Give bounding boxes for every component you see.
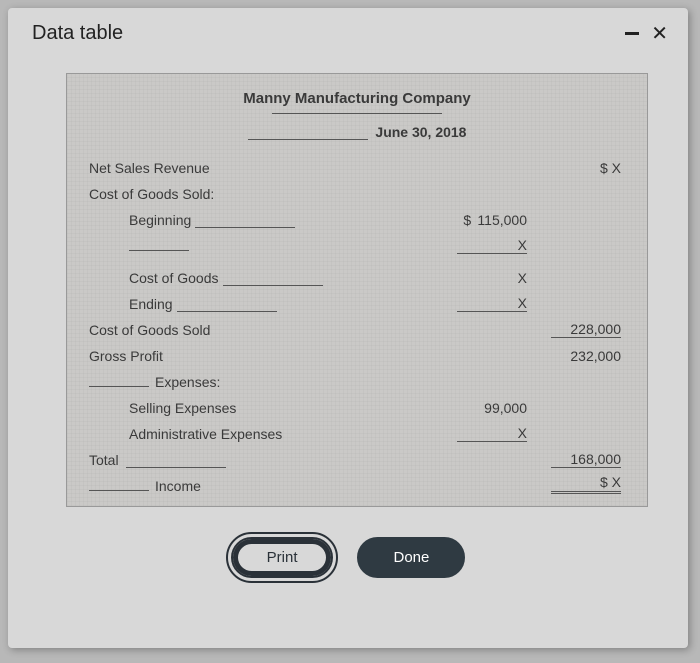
row-cogs-total: Cost of Goods Sold 228,000 [89, 312, 625, 338]
row-selling: Selling Expenses 99,000 [89, 390, 625, 416]
value-x: X [518, 270, 527, 286]
blank-field[interactable] [89, 490, 149, 491]
label-cost-goods: Cost of Goods [129, 270, 219, 286]
row-total: Total 168,000 [89, 442, 625, 468]
row-blank1: X [89, 228, 625, 254]
blank-field[interactable] [248, 139, 368, 140]
label-net-sales: Net Sales Revenue [89, 160, 435, 176]
dialog-window: Data table ✕ Manny Manufacturing Company… [8, 8, 688, 648]
row-expenses: Expenses: [89, 364, 625, 390]
label-beginning: Beginning [129, 212, 191, 228]
row-ending: Ending X [89, 286, 625, 312]
titlebar: Data table ✕ [8, 8, 688, 55]
date-line: June 30, 2018 [89, 124, 625, 140]
value-gross-profit: 232,000 [570, 348, 621, 364]
value-income: $ X [551, 474, 621, 494]
value-x: X [457, 425, 527, 442]
label-income: Income [155, 478, 201, 494]
window-controls: ✕ [625, 24, 668, 44]
done-button[interactable]: Done [357, 537, 465, 578]
value-total: 168,000 [551, 451, 621, 468]
blank-field[interactable] [89, 386, 149, 387]
label-selling: Selling Expenses [89, 400, 435, 416]
value-x: X [457, 295, 527, 312]
label-admin: Administrative Expenses [89, 426, 435, 442]
label-cogs-total: Cost of Goods Sold [89, 322, 435, 338]
value-cogs-total: 228,000 [551, 321, 621, 338]
statement-date: June 30, 2018 [375, 124, 466, 140]
value-beginning: 115,000 [477, 212, 527, 228]
income-statement: Manny Manufacturing Company June 30, 201… [66, 73, 648, 507]
row-cost-goods: Cost of Goods X [89, 260, 625, 286]
row-cogs-header: Cost of Goods Sold: [89, 176, 625, 202]
minimize-icon[interactable] [625, 32, 639, 35]
label-ending: Ending [129, 296, 173, 312]
row-beginning: Beginning $115,000 [89, 202, 625, 228]
print-button[interactable]: Print [231, 537, 334, 578]
label-total: Total [89, 452, 119, 468]
value-net-sales: $ X [535, 160, 625, 176]
label-gross-profit: Gross Profit [89, 348, 435, 364]
value-selling: 99,000 [484, 400, 527, 416]
blank-field[interactable] [129, 250, 189, 251]
company-name: Manny Manufacturing Company [89, 90, 625, 107]
row-admin: Administrative Expenses X [89, 416, 625, 442]
row-gross-profit: Gross Profit 232,000 [89, 338, 625, 364]
value-x: X [457, 237, 527, 254]
label-expenses: Expenses: [155, 374, 220, 390]
row-income: Income $ X [89, 468, 625, 494]
window-title: Data table [32, 22, 123, 45]
button-row: Print Done [8, 537, 688, 578]
row-net-sales: Net Sales Revenue $ X [89, 150, 625, 176]
label-cogs-header: Cost of Goods Sold: [89, 186, 435, 202]
dollar-sign: $ [463, 212, 477, 228]
divider [272, 113, 442, 114]
close-icon[interactable]: ✕ [651, 24, 668, 44]
